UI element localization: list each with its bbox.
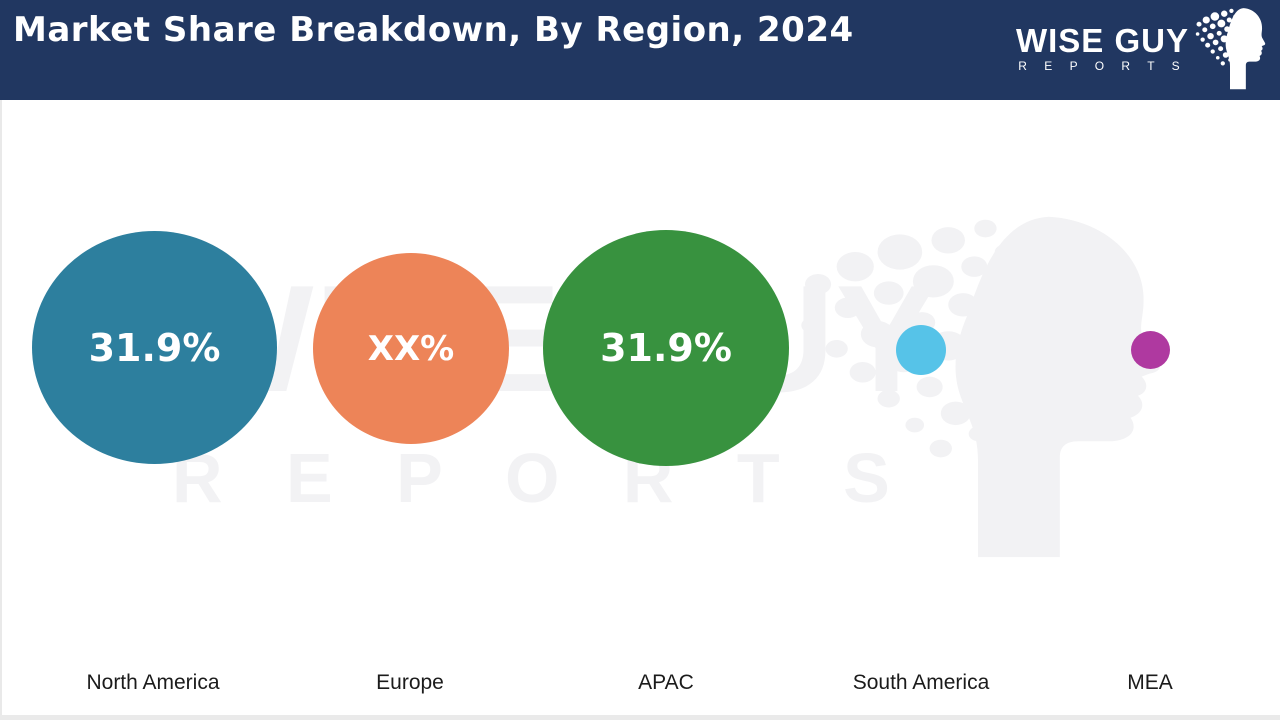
left-edge-divider [0,100,2,715]
header-bar: Market Share Breakdown, By Region, 2024 … [0,0,1280,100]
watermark-head-silhouette-icon [801,216,1160,558]
wise-guy-reports-logo: WISE GUY R E P O R T S [1016,6,1266,90]
region-label-europe: Europe [376,671,444,694]
logo-text: WISE GUY R E P O R T S [1016,24,1189,72]
bubble-north-america: 31.9% [32,231,277,464]
bubble-apac-value: 31.9% [600,326,732,370]
page-title: Market Share Breakdown, By Region, 2024 [13,10,854,50]
bubble-apac: 31.9% [543,230,789,466]
bubble-south-america [896,325,946,375]
bubble-mea [1131,331,1170,369]
region-label-apac: APAC [638,671,694,694]
logo-subtitle: R E P O R T S [1018,59,1187,73]
logo-head-silhouette-icon [1195,8,1266,90]
region-label-south-america: South America [852,671,990,694]
bubble-europe-value: XX% [367,328,455,369]
watermark-reports-text: R E P O R T S [172,439,907,517]
region-label-mea: MEA [1127,671,1173,694]
region-label-north-america: North America [86,671,220,694]
bubble-north-america-value: 31.9% [88,325,221,370]
bottom-edge-divider [0,715,1280,720]
logo-wordmark: WISE GUY [1015,22,1189,59]
bubble-europe: XX% [313,253,509,444]
